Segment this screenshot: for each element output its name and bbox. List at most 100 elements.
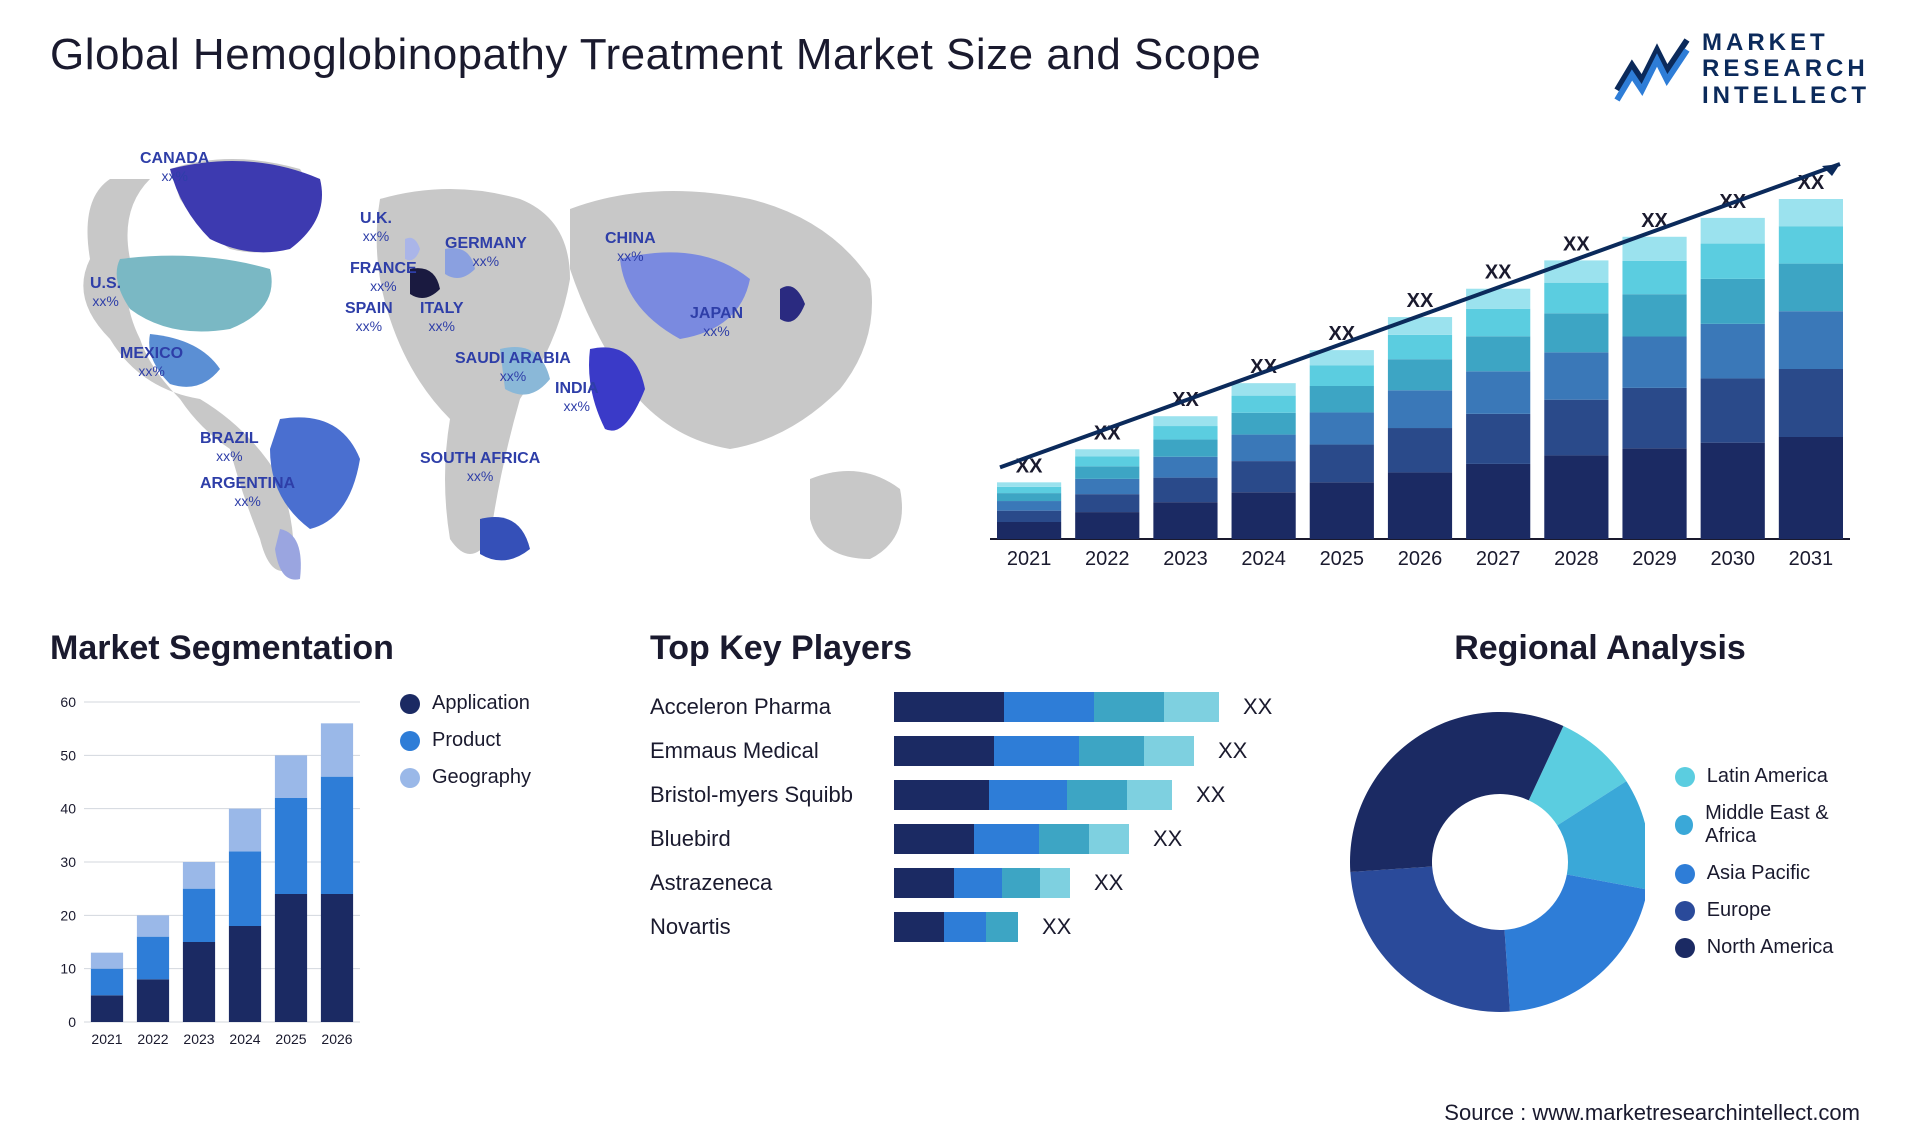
legend-label: Geography (432, 766, 531, 789)
player-bar-segment (994, 736, 1079, 766)
svg-text:30: 30 (60, 854, 76, 870)
legend-swatch (400, 768, 420, 788)
source-text: Source : www.marketresearchintellect.com (1444, 1100, 1860, 1126)
player-value: XX (1042, 914, 1071, 940)
svg-text:2029: 2029 (1632, 548, 1677, 570)
player-name: Emmaus Medical (650, 738, 880, 764)
map-label: ITALYxx% (420, 299, 464, 335)
legend-label: Middle East & Africa (1705, 802, 1870, 848)
player-bar-segment (989, 780, 1067, 810)
players-chart: Acceleron PharmaXXEmmaus MedicalXXBristo… (650, 692, 1290, 942)
player-bar-segment (1039, 824, 1089, 854)
regional-title: Regional Analysis (1330, 629, 1870, 668)
legend-swatch (1675, 815, 1693, 835)
player-bar (894, 692, 1219, 722)
player-name: Acceleron Pharma (650, 694, 880, 720)
players-panel: Top Key Players Acceleron PharmaXXEmmaus… (650, 629, 1290, 1089)
map-label: GERMANYxx% (445, 234, 527, 270)
header: Global Hemoglobinopathy Treatment Market… (50, 30, 1870, 109)
player-row: Bristol-myers Squibb XX (650, 780, 1290, 810)
regional-panel: Regional Analysis Latin America Middle Ea… (1330, 629, 1870, 1089)
map-label: U.S.xx% (90, 274, 121, 310)
player-bar-segment (1040, 868, 1070, 898)
player-bar-segment (1004, 692, 1094, 722)
player-bar-segment (954, 868, 1002, 898)
player-bar-segment (894, 912, 944, 942)
svg-text:2026: 2026 (1398, 548, 1443, 570)
legend-item: Latin America (1675, 765, 1870, 788)
svg-text:2027: 2027 (1476, 548, 1521, 570)
svg-text:XX: XX (1485, 262, 1512, 284)
player-bar (894, 824, 1129, 854)
growth-chart-panel: XX2021XX2022XX2023XX2024XX2025XX2026XX20… (970, 129, 1870, 589)
player-name: Bristol-myers Squibb (650, 782, 880, 808)
player-value: XX (1153, 826, 1182, 852)
svg-text:2021: 2021 (91, 1031, 122, 1047)
segmentation-chart: 0102030405060202120222023202420252026 (50, 692, 370, 1052)
svg-text:2025: 2025 (275, 1031, 306, 1047)
legend-swatch (1675, 938, 1695, 958)
svg-text:0: 0 (68, 1014, 76, 1030)
player-value: XX (1094, 870, 1123, 896)
player-bar (894, 868, 1070, 898)
svg-text:2023: 2023 (183, 1031, 214, 1047)
player-name: Bluebird (650, 826, 880, 852)
logo-line2: RESEARCH (1702, 56, 1870, 82)
player-bar-segment (1144, 736, 1194, 766)
logo-line1: MARKET (1702, 30, 1870, 56)
svg-text:2024: 2024 (229, 1031, 260, 1047)
player-value: XX (1218, 738, 1247, 764)
svg-text:2028: 2028 (1554, 548, 1599, 570)
map-label: U.K.xx% (360, 209, 392, 245)
map-label: SPAINxx% (345, 299, 393, 335)
map-label: INDIAxx% (555, 379, 599, 415)
player-bar-segment (1127, 780, 1172, 810)
legend-swatch (1675, 901, 1695, 921)
player-bar-segment (894, 780, 989, 810)
legend-swatch (400, 731, 420, 751)
legend-item: North America (1675, 936, 1870, 959)
map-label: SAUDI ARABIAxx% (455, 349, 571, 385)
regional-legend: Latin America Middle East & Africa Asia Pa… (1675, 765, 1870, 959)
legend-swatch (1675, 767, 1695, 787)
legend-label: Asia Pacific (1707, 862, 1810, 885)
player-row: AstrazenecaXX (650, 868, 1290, 898)
legend-item: Middle East & Africa (1675, 802, 1870, 848)
svg-text:2030: 2030 (1710, 548, 1755, 570)
svg-text:2021: 2021 (1007, 548, 1052, 570)
map-label: FRANCExx% (350, 259, 417, 295)
regional-donut (1330, 692, 1645, 1032)
player-bar-segment (986, 912, 1018, 942)
svg-text:XX: XX (1407, 290, 1434, 312)
legend-item: Geography (400, 766, 531, 789)
svg-text:2024: 2024 (1241, 548, 1286, 570)
player-value: XX (1196, 782, 1225, 808)
player-bar-segment (1094, 692, 1164, 722)
player-bar-segment (894, 736, 994, 766)
logo-line3: INTELLECT (1702, 83, 1870, 109)
svg-text:60: 60 (60, 694, 76, 710)
svg-text:2022: 2022 (137, 1031, 168, 1047)
svg-text:2025: 2025 (1320, 548, 1365, 570)
svg-text:10: 10 (60, 961, 76, 977)
legend-swatch (400, 694, 420, 714)
svg-text:2031: 2031 (1789, 548, 1834, 570)
player-bar-segment (894, 868, 954, 898)
map-label: ARGENTINAxx% (200, 474, 295, 510)
legend-item: Europe (1675, 899, 1870, 922)
segmentation-title: Market Segmentation (50, 629, 610, 668)
svg-text:50: 50 (60, 748, 76, 764)
legend-swatch (1675, 864, 1695, 884)
segmentation-panel: Market Segmentation 01020304050602021202… (50, 629, 610, 1089)
legend-item: Product (400, 729, 531, 752)
player-bar-segment (1164, 692, 1219, 722)
logo-icon (1612, 35, 1692, 105)
svg-text:2026: 2026 (321, 1031, 352, 1047)
svg-text:2022: 2022 (1085, 548, 1130, 570)
map-label: SOUTH AFRICAxx% (420, 449, 540, 485)
legend-label: Latin America (1707, 765, 1828, 788)
player-value: XX (1243, 694, 1272, 720)
svg-text:XX: XX (1563, 234, 1590, 256)
legend-item: Asia Pacific (1675, 862, 1870, 885)
segmentation-legend: ApplicationProductGeography (400, 692, 531, 1052)
